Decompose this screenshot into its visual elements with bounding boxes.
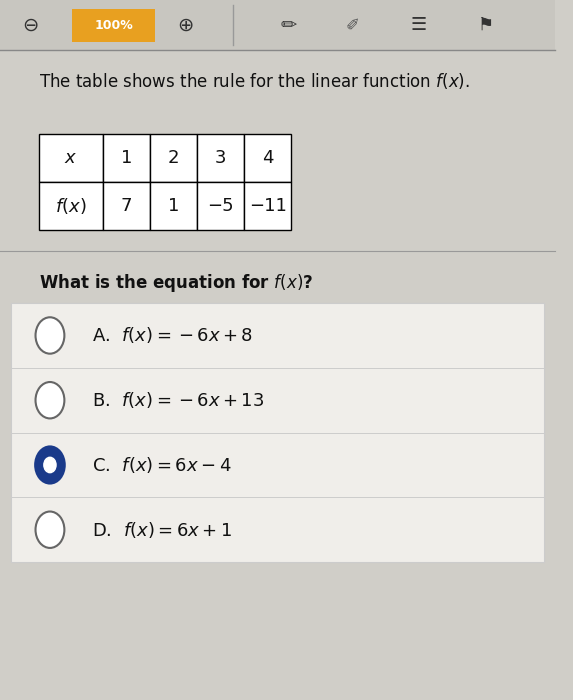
FancyBboxPatch shape [0,0,555,50]
FancyBboxPatch shape [197,134,244,182]
Text: $x$: $x$ [64,149,77,167]
Text: ✐: ✐ [346,16,359,34]
FancyBboxPatch shape [39,134,103,182]
FancyBboxPatch shape [11,303,544,562]
FancyBboxPatch shape [244,134,292,182]
Text: ☰: ☰ [411,16,427,34]
Text: ✏: ✏ [280,15,297,35]
Text: ⚑: ⚑ [477,16,494,34]
Text: 1: 1 [168,197,179,215]
FancyBboxPatch shape [150,134,197,182]
FancyBboxPatch shape [103,182,150,230]
FancyBboxPatch shape [197,182,244,230]
FancyBboxPatch shape [72,9,155,42]
Circle shape [36,317,64,354]
Text: −11: −11 [249,197,286,215]
FancyBboxPatch shape [150,182,197,230]
Circle shape [36,382,64,419]
Circle shape [36,512,64,548]
Circle shape [36,447,64,483]
Circle shape [44,457,56,473]
Text: −5: −5 [207,197,234,215]
Text: ⊕: ⊕ [178,15,194,35]
Text: 4: 4 [262,149,273,167]
Text: B.  $f(x) = -6x + 13$: B. $f(x) = -6x + 13$ [92,390,264,410]
Text: D.  $f(x) = 6x + 1$: D. $f(x) = 6x + 1$ [92,519,231,540]
FancyBboxPatch shape [103,134,150,182]
FancyBboxPatch shape [39,182,103,230]
Text: $f(x)$: $f(x)$ [55,196,87,216]
Text: 1: 1 [120,149,132,167]
Text: 2: 2 [168,149,179,167]
Text: A.  $f(x) = -6x + 8$: A. $f(x) = -6x + 8$ [92,326,253,346]
Text: ⊖: ⊖ [22,15,39,35]
Text: C.  $f(x) = 6x - 4$: C. $f(x) = 6x - 4$ [92,455,231,475]
Text: What is the equation for $f(x)$?: What is the equation for $f(x)$? [39,272,313,293]
Text: 100%: 100% [95,19,133,32]
FancyBboxPatch shape [244,182,292,230]
Text: 7: 7 [120,197,132,215]
Text: The table shows the rule for the linear function $f(x)$.: The table shows the rule for the linear … [39,71,470,92]
Text: 3: 3 [215,149,226,167]
